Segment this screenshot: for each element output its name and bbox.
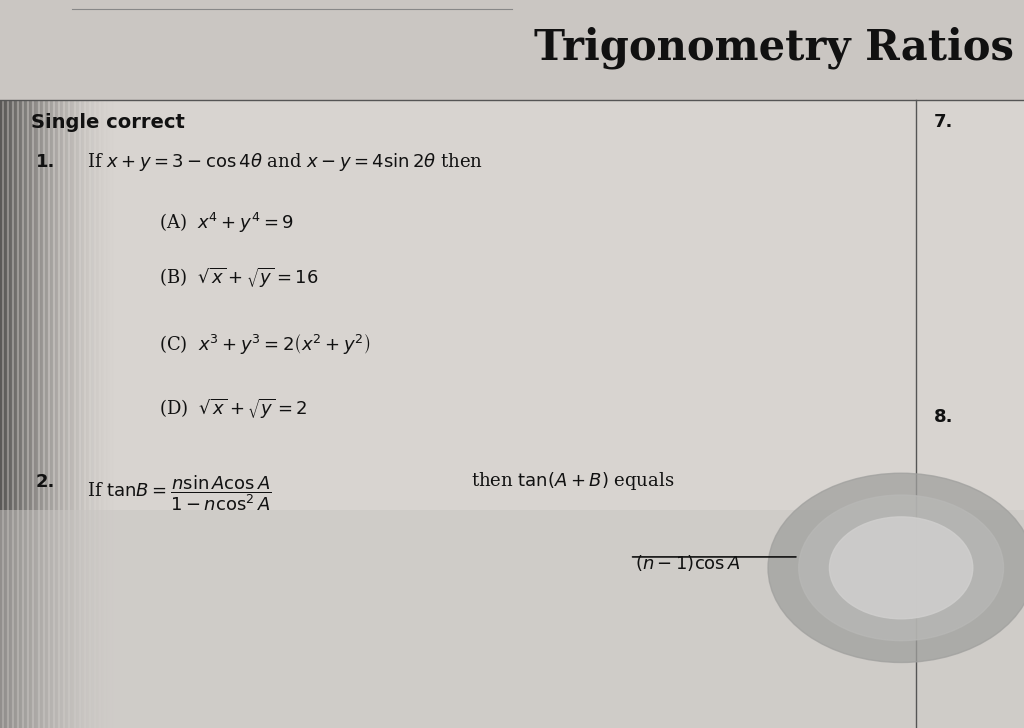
Text: Trigonometry Ratios: Trigonometry Ratios: [534, 26, 1014, 68]
Circle shape: [768, 473, 1024, 662]
Text: 7.: 7.: [934, 113, 953, 131]
Text: (A)  $x^4+y^4=9$: (A) $x^4+y^4=9$: [159, 211, 294, 235]
Text: 8.: 8.: [934, 408, 953, 426]
Text: then $\mathrm{tan}(A+B)$ equals: then $\mathrm{tan}(A+B)$ equals: [471, 470, 675, 491]
Circle shape: [829, 517, 973, 619]
Text: (B)  $\sqrt{x}+\sqrt{y}=16$: (B) $\sqrt{x}+\sqrt{y}=16$: [159, 266, 318, 290]
Bar: [0, 510, 1024, 728]
Text: 2.: 2.: [36, 473, 55, 491]
Bar: [0, 0, 1024, 100]
Text: If $x+y=3-\cos4\theta$ and $x-y=4\sin2\theta$ then: If $x+y=3-\cos4\theta$ and $x-y=4\sin2\t…: [87, 151, 483, 173]
Text: $(n-1)\cos A$: $(n-1)\cos A$: [635, 553, 740, 573]
Text: (D)  $\sqrt{x}+\sqrt{y}=2$: (D) $\sqrt{x}+\sqrt{y}=2$: [159, 397, 307, 421]
Circle shape: [799, 495, 1004, 641]
Text: 1.: 1.: [36, 153, 55, 171]
Text: If $\mathrm{tan}B = \dfrac{n\sin A\cos A}{1-n\cos^2 A}$: If $\mathrm{tan}B = \dfrac{n\sin A\cos A…: [87, 473, 271, 513]
Text: (C)  $x^3+y^3=2\left(x^2+y^2\right)$: (C) $x^3+y^3=2\left(x^2+y^2\right)$: [159, 331, 371, 356]
Text: Single correct: Single correct: [31, 113, 184, 132]
